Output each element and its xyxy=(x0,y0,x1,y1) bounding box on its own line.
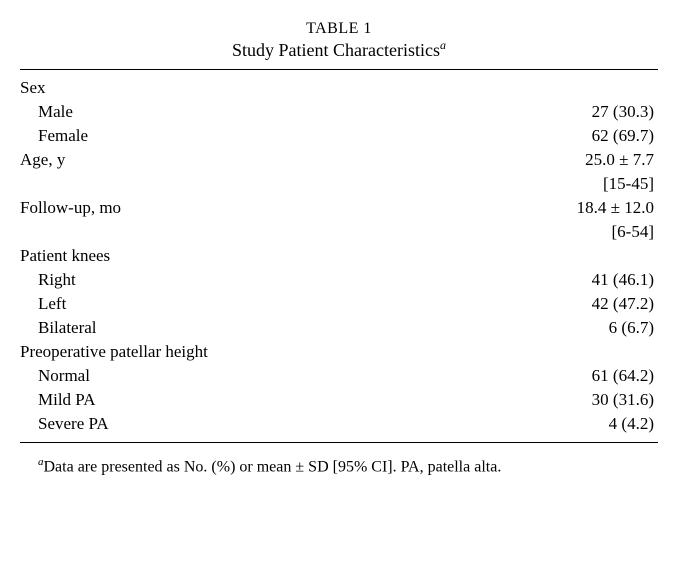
row-value: 27 (30.3) xyxy=(465,100,658,124)
row-value: 61 (64.2) xyxy=(465,364,658,388)
row-label: Patient knees xyxy=(20,244,465,268)
row-label: Female xyxy=(20,124,465,148)
row-label: Right xyxy=(20,268,465,292)
table-row: Patient knees xyxy=(20,244,658,268)
row-value xyxy=(465,70,658,101)
row-label xyxy=(20,172,465,196)
table-row: Mild PA30 (31.6) xyxy=(20,388,658,412)
row-label: Left xyxy=(20,292,465,316)
row-label: Normal xyxy=(20,364,465,388)
table-row: Preoperative patellar height xyxy=(20,340,658,364)
table-row: [15-45] xyxy=(20,172,658,196)
table-row: Sex xyxy=(20,70,658,101)
data-table: SexMale27 (30.3)Female62 (69.7)Age, y25.… xyxy=(20,69,658,443)
table-superscript: a xyxy=(440,38,446,52)
table-footnote: aData are presented as No. (%) or mean ±… xyxy=(20,455,658,478)
table-container: TABLE 1 Study Patient Characteristicsa S… xyxy=(20,20,658,478)
table-number: TABLE 1 xyxy=(20,20,658,38)
table-row: Age, y25.0 ± 7.7 xyxy=(20,148,658,172)
row-label: Preoperative patellar height xyxy=(20,340,465,364)
table-row: Bilateral6 (6.7) xyxy=(20,316,658,340)
table-row: Left42 (47.2) xyxy=(20,292,658,316)
table-row: Right41 (46.1) xyxy=(20,268,658,292)
row-label: Mild PA xyxy=(20,388,465,412)
row-value: [15-45] xyxy=(465,172,658,196)
row-label: Age, y xyxy=(20,148,465,172)
table-row: Follow-up, mo18.4 ± 12.0 xyxy=(20,196,658,220)
row-value: [6-54] xyxy=(465,220,658,244)
table-row: Female62 (69.7) xyxy=(20,124,658,148)
row-label: Sex xyxy=(20,70,465,101)
row-value: 6 (6.7) xyxy=(465,316,658,340)
table-header: TABLE 1 Study Patient Characteristicsa xyxy=(20,20,658,61)
row-value xyxy=(465,244,658,268)
table-title: Study Patient Characteristicsa xyxy=(20,38,658,61)
row-value: 42 (47.2) xyxy=(465,292,658,316)
table-row: Normal61 (64.2) xyxy=(20,364,658,388)
row-label: Bilateral xyxy=(20,316,465,340)
table-row: Severe PA4 (4.2) xyxy=(20,412,658,443)
row-value: 30 (31.6) xyxy=(465,388,658,412)
row-value: 62 (69.7) xyxy=(465,124,658,148)
row-value: 4 (4.2) xyxy=(465,412,658,443)
row-label: Follow-up, mo xyxy=(20,196,465,220)
row-value: 25.0 ± 7.7 xyxy=(465,148,658,172)
table-title-text: Study Patient Characteristics xyxy=(232,40,440,60)
row-value xyxy=(465,340,658,364)
row-value: 18.4 ± 12.0 xyxy=(465,196,658,220)
footnote-text: Data are presented as No. (%) or mean ± … xyxy=(44,458,502,475)
row-value: 41 (46.1) xyxy=(465,268,658,292)
row-label: Male xyxy=(20,100,465,124)
row-label: Severe PA xyxy=(20,412,465,443)
table-row: Male27 (30.3) xyxy=(20,100,658,124)
table-row: [6-54] xyxy=(20,220,658,244)
row-label xyxy=(20,220,465,244)
